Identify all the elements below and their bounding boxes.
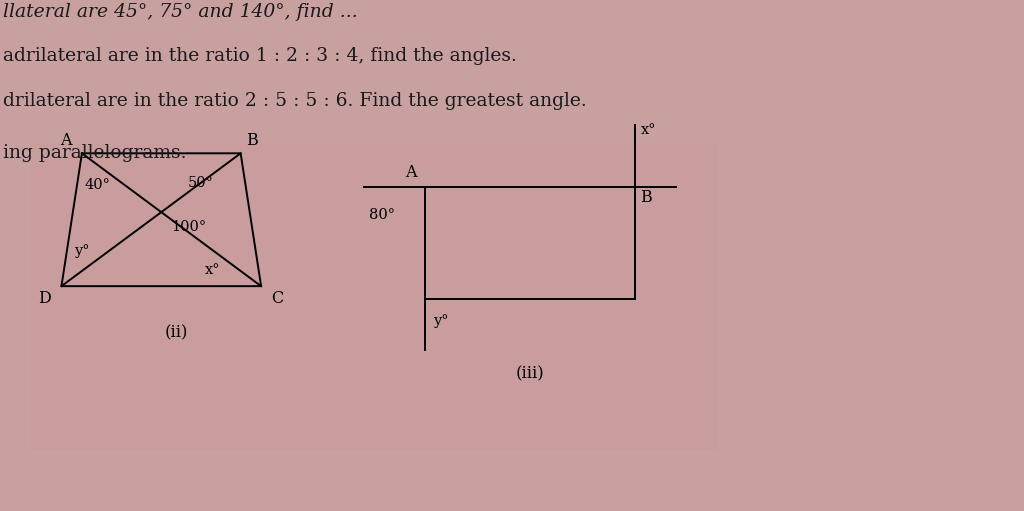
Text: B: B (246, 132, 257, 149)
Text: A: A (60, 132, 72, 149)
Text: A: A (406, 165, 417, 181)
Text: llateral are 45°, 75° and 140°, find ...: llateral are 45°, 75° and 140°, find ... (3, 3, 357, 20)
Text: 100°: 100° (171, 220, 207, 234)
Text: 50°: 50° (187, 176, 213, 190)
Text: x°: x° (205, 263, 220, 277)
Text: C: C (271, 290, 284, 307)
Text: drilateral are in the ratio 2 : 5 : 5 : 6. Find the greatest angle.: drilateral are in the ratio 2 : 5 : 5 : … (3, 92, 587, 110)
Text: (ii): (ii) (165, 324, 188, 341)
Text: adrilateral are in the ratio 1 : 2 : 3 : 4, find the angles.: adrilateral are in the ratio 1 : 2 : 3 :… (3, 47, 517, 65)
Text: y°: y° (433, 314, 449, 328)
Text: y°: y° (74, 244, 89, 258)
Text: ing parallelograms.: ing parallelograms. (3, 144, 186, 162)
Text: B: B (640, 189, 651, 206)
Text: 40°: 40° (85, 178, 111, 192)
FancyBboxPatch shape (31, 143, 717, 450)
Text: 80°: 80° (369, 208, 394, 222)
Text: (iii): (iii) (515, 365, 545, 382)
Text: x°: x° (641, 123, 656, 136)
Text: D: D (39, 290, 51, 307)
